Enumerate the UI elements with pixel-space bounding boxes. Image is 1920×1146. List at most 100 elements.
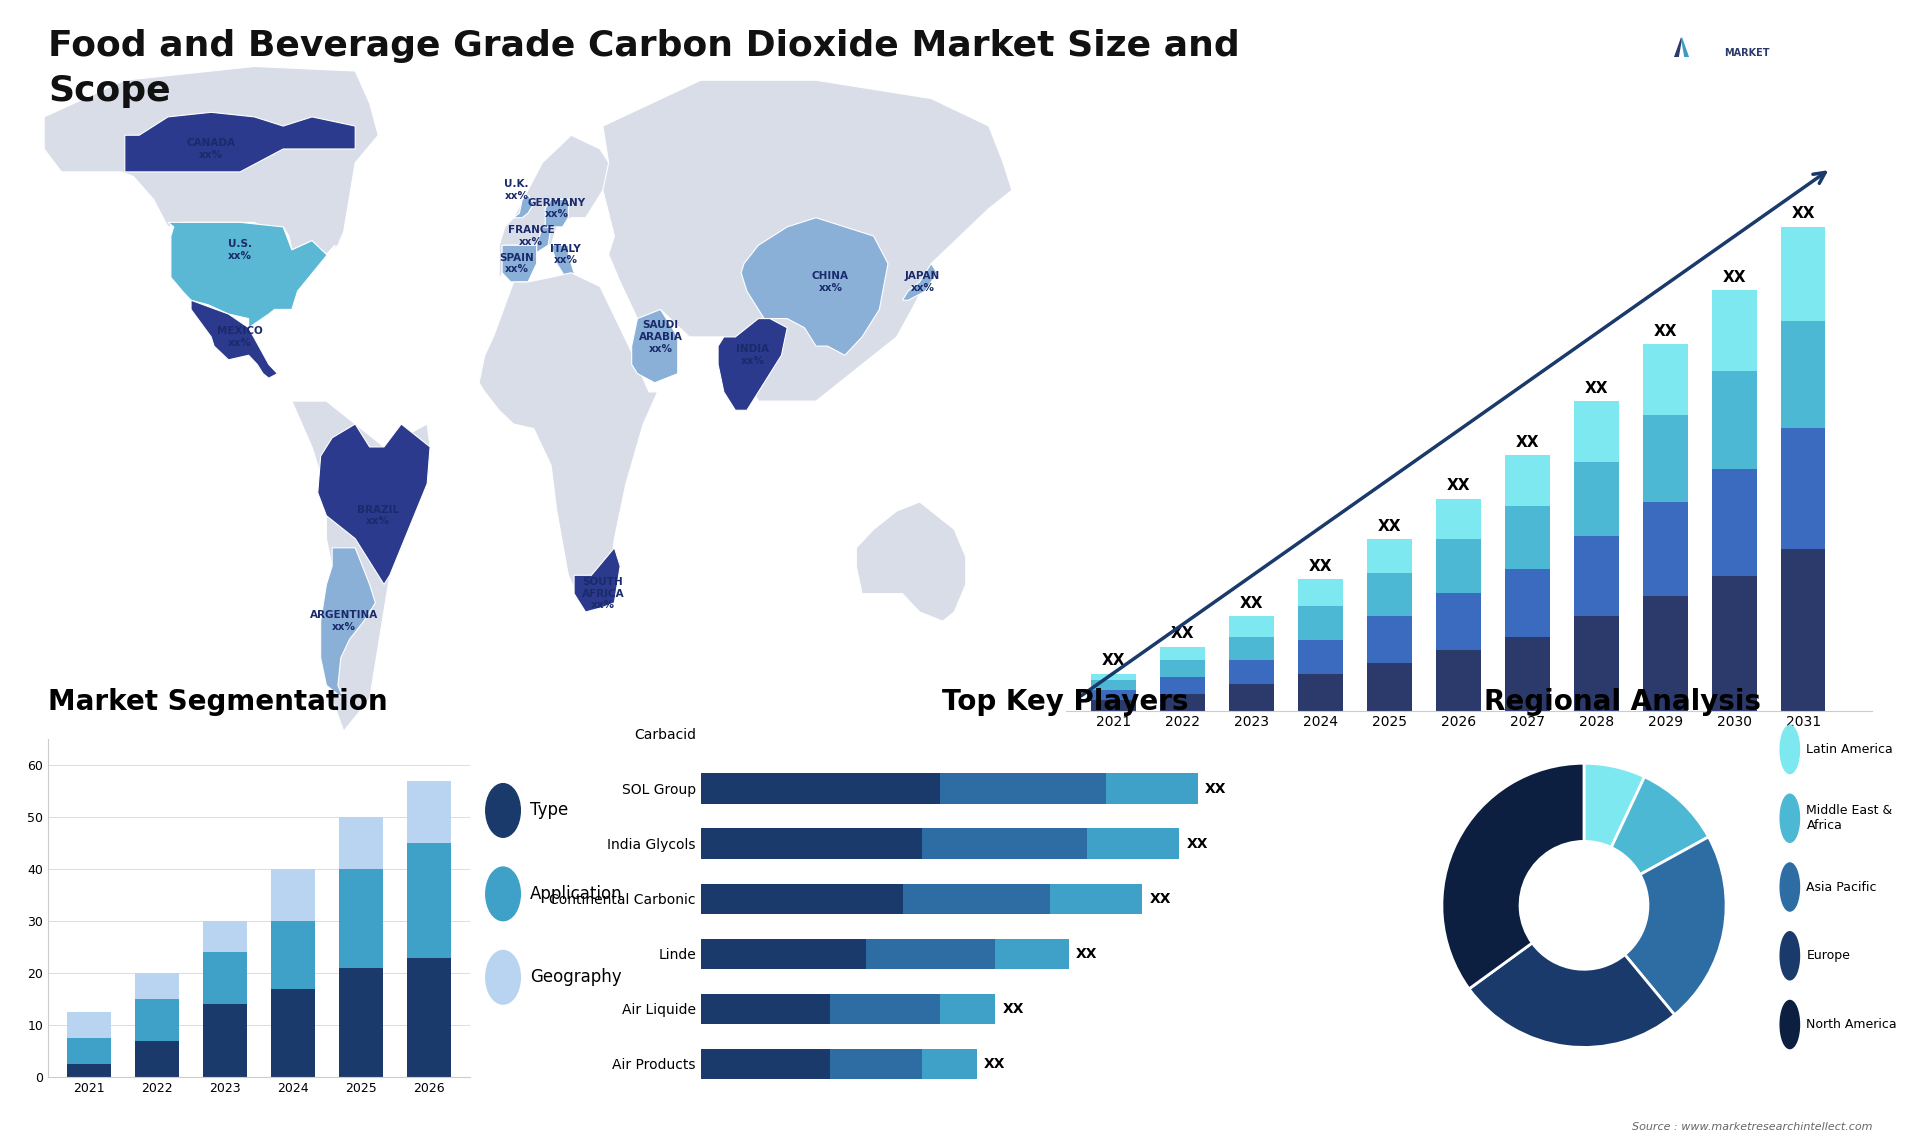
Text: INDIA
xx%: INDIA xx% xyxy=(735,345,770,366)
Text: MEXICO
xx%: MEXICO xx% xyxy=(217,327,263,347)
Text: ITALY
xx%: ITALY xx% xyxy=(549,244,582,265)
Bar xyxy=(1713,469,1757,576)
Bar xyxy=(1436,539,1480,592)
Bar xyxy=(922,1049,977,1080)
Bar xyxy=(1229,617,1275,636)
Text: Top Key Players: Top Key Players xyxy=(943,689,1188,716)
Text: XX: XX xyxy=(985,1057,1006,1072)
Bar xyxy=(1160,677,1206,693)
Bar xyxy=(204,952,248,1004)
Circle shape xyxy=(1780,725,1799,774)
Polygon shape xyxy=(856,502,966,621)
Text: Geography: Geography xyxy=(530,968,622,987)
Polygon shape xyxy=(125,112,355,172)
Wedge shape xyxy=(1611,777,1709,874)
Text: SOUTH
AFRICA
xx%: SOUTH AFRICA xx% xyxy=(582,578,624,610)
Text: XX: XX xyxy=(1075,947,1098,960)
Bar xyxy=(1574,401,1619,462)
Text: XX: XX xyxy=(1309,559,1332,574)
Bar xyxy=(1574,462,1619,536)
Bar xyxy=(134,973,179,999)
Bar xyxy=(1713,290,1757,371)
Polygon shape xyxy=(574,548,620,612)
Bar xyxy=(1367,617,1411,664)
Bar xyxy=(1091,681,1137,690)
Circle shape xyxy=(1780,1000,1799,1049)
Text: SAUDI
ARABIA
xx%: SAUDI ARABIA xx% xyxy=(639,321,682,353)
Bar xyxy=(407,780,451,843)
Bar xyxy=(701,774,941,803)
Bar xyxy=(340,869,384,968)
Circle shape xyxy=(486,868,520,920)
Bar xyxy=(995,939,1069,970)
Text: MARKET: MARKET xyxy=(1724,48,1770,58)
Polygon shape xyxy=(1682,38,1715,128)
Text: Type: Type xyxy=(530,801,568,819)
Bar xyxy=(1436,650,1480,711)
Bar xyxy=(1780,227,1826,321)
Bar xyxy=(829,994,941,1025)
Bar xyxy=(1160,693,1206,711)
Bar xyxy=(701,884,902,913)
Text: XX: XX xyxy=(1187,837,1208,850)
Text: XX: XX xyxy=(1653,324,1676,339)
Bar xyxy=(1713,371,1757,469)
Bar xyxy=(1644,502,1688,596)
Bar xyxy=(1160,646,1206,660)
Bar xyxy=(271,869,315,921)
Bar xyxy=(829,1049,922,1080)
Text: XX: XX xyxy=(1584,380,1609,397)
Bar xyxy=(1505,570,1549,636)
Text: RESEARCH: RESEARCH xyxy=(1724,78,1784,88)
Bar xyxy=(1713,576,1757,711)
Bar xyxy=(941,994,995,1025)
Bar xyxy=(340,968,384,1077)
Text: Application: Application xyxy=(530,885,622,903)
Circle shape xyxy=(1780,794,1799,842)
Text: Regional Analysis: Regional Analysis xyxy=(1484,689,1761,716)
Text: CANADA
xx%: CANADA xx% xyxy=(186,139,236,159)
Bar xyxy=(1229,636,1275,660)
Text: XX: XX xyxy=(1171,627,1194,642)
Bar xyxy=(1160,660,1206,677)
Text: XX: XX xyxy=(1722,270,1745,285)
Polygon shape xyxy=(902,264,937,300)
Text: XX: XX xyxy=(1379,519,1402,534)
Text: ARGENTINA
xx%: ARGENTINA xx% xyxy=(309,611,378,631)
Wedge shape xyxy=(1469,943,1674,1047)
Bar xyxy=(1367,539,1411,573)
Circle shape xyxy=(486,784,520,838)
Polygon shape xyxy=(515,195,534,218)
Bar xyxy=(1298,606,1342,639)
Text: INTELLECT: INTELLECT xyxy=(1724,108,1782,118)
Bar xyxy=(1505,455,1549,505)
Polygon shape xyxy=(741,218,889,355)
Text: Food and Beverage Grade Carbon Dioxide Market Size and: Food and Beverage Grade Carbon Dioxide M… xyxy=(48,29,1240,63)
Polygon shape xyxy=(480,273,659,612)
Bar xyxy=(922,829,1087,858)
Circle shape xyxy=(486,950,520,1004)
Bar xyxy=(204,1004,248,1077)
Text: CHINA
xx%: CHINA xx% xyxy=(812,272,849,292)
Bar xyxy=(340,817,384,869)
Bar xyxy=(1091,700,1137,711)
Circle shape xyxy=(1780,863,1799,911)
Text: Asia Pacific: Asia Pacific xyxy=(1807,880,1878,894)
Bar xyxy=(1087,829,1179,858)
Text: XX: XX xyxy=(1002,1002,1023,1015)
Polygon shape xyxy=(1649,38,1682,128)
Text: XX: XX xyxy=(1206,782,1227,795)
Bar xyxy=(1298,580,1342,606)
Text: North America: North America xyxy=(1807,1018,1897,1031)
Polygon shape xyxy=(603,80,1012,401)
Text: Source : www.marketresearchintellect.com: Source : www.marketresearchintellect.com xyxy=(1632,1122,1872,1132)
Polygon shape xyxy=(321,548,376,699)
Bar xyxy=(134,1041,179,1077)
Bar xyxy=(271,921,315,989)
Circle shape xyxy=(1780,932,1799,980)
Bar xyxy=(701,939,866,970)
Polygon shape xyxy=(192,300,278,378)
Bar xyxy=(271,989,315,1077)
Bar xyxy=(701,829,922,858)
Text: XX: XX xyxy=(1791,206,1814,221)
